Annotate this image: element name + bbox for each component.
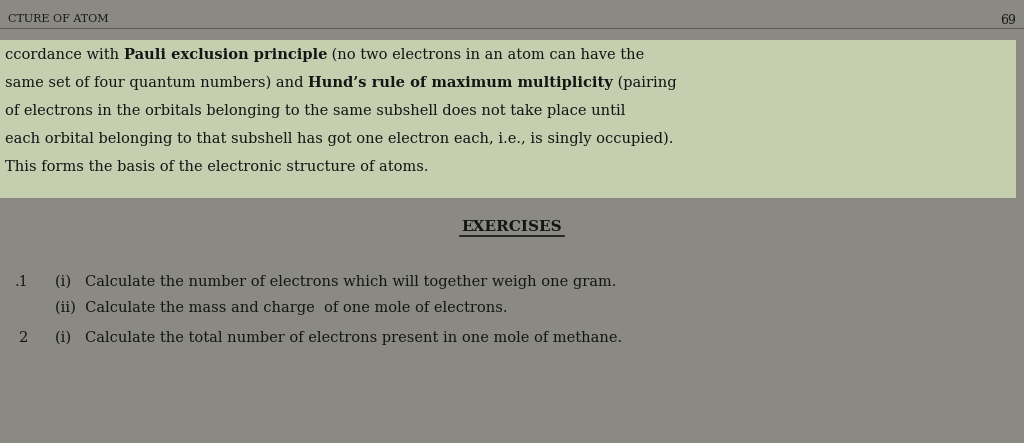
- Text: (i)   Calculate the number of electrons which will together weigh one gram.: (i) Calculate the number of electrons wh…: [55, 275, 616, 289]
- Text: (i)   Calculate the total number of electrons present in one mole of methane.: (i) Calculate the total number of electr…: [55, 331, 623, 346]
- Text: each orbital belonging to that subshell has got one electron each, i.e., is sing: each orbital belonging to that subshell …: [5, 132, 674, 146]
- Text: CTURE OF ATOM: CTURE OF ATOM: [8, 14, 109, 24]
- Text: (ii)  Calculate the mass and charge  of one mole of electrons.: (ii) Calculate the mass and charge of on…: [55, 301, 508, 315]
- Text: of electrons in the orbitals belonging to the same subshell does not take place : of electrons in the orbitals belonging t…: [5, 104, 626, 118]
- Text: Hund’s rule of maximum multiplicity: Hund’s rule of maximum multiplicity: [308, 76, 613, 90]
- Text: 2: 2: [18, 331, 28, 345]
- Text: ccordance with: ccordance with: [5, 48, 124, 62]
- Text: (pairing: (pairing: [613, 76, 677, 90]
- Text: Pauli exclusion principle: Pauli exclusion principle: [124, 48, 328, 62]
- Text: EXERCISES: EXERCISES: [462, 220, 562, 234]
- FancyBboxPatch shape: [0, 40, 1016, 198]
- Text: (no two electrons in an atom can have the: (no two electrons in an atom can have th…: [328, 48, 644, 62]
- Text: same set of four quantum numbers) and: same set of four quantum numbers) and: [5, 76, 308, 90]
- Text: This forms the basis of the electronic structure of atoms.: This forms the basis of the electronic s…: [5, 160, 428, 174]
- Text: .1: .1: [14, 275, 28, 289]
- Text: 69: 69: [1000, 14, 1016, 27]
